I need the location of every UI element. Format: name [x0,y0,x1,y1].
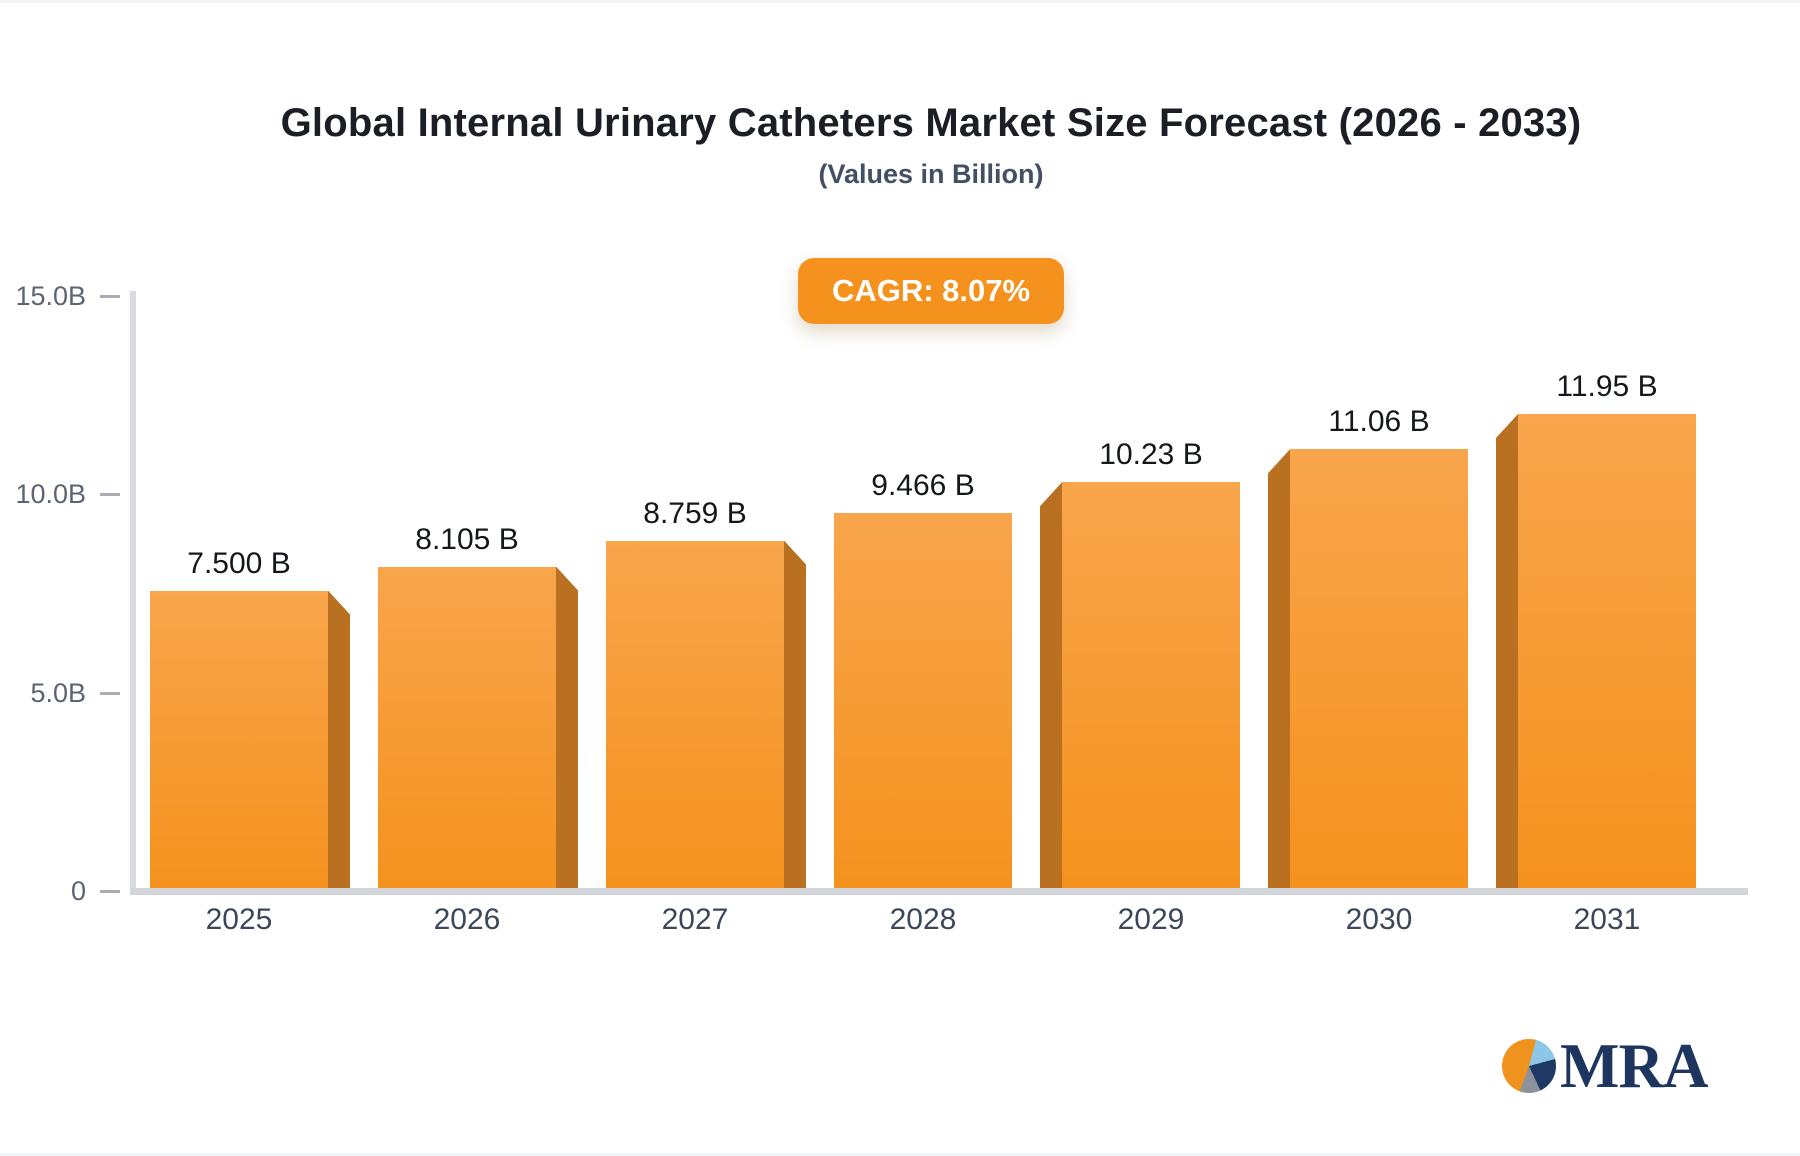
chart-subtitle: (Values in Billion) [818,159,1044,189]
x-axis-label-2026: 2026 [433,903,501,936]
bar-side-face [1268,449,1290,888]
bar-value-label: 10.23 B [1099,438,1203,472]
bar-front-face [606,540,784,888]
bar-2027: 8.759 B [606,497,806,888]
bar-2029: 10.23 B [1040,438,1240,888]
bar-2031: 11.95 B [1496,370,1696,888]
x-axis-label-2025: 2025 [205,903,273,936]
bar-value-label: 11.06 B [1328,405,1430,439]
x-axis-baseline [130,888,1748,895]
x-axis-label-2027: 2027 [661,903,729,936]
bar-chart: 15.0B 10.0B 5.0B 0 7.500 B 2025 8.105 B 2026 8.7… [0,3,1800,1153]
bar-side-face [784,540,806,888]
brand-logo: MRA [1502,1031,1708,1101]
y-axis-tick-label: 0 [70,876,86,906]
bar-front-face [1518,413,1696,888]
bar-value-label: 11.95 B [1556,369,1658,403]
bar-side-face [1040,482,1062,888]
y-axis-line [130,291,136,891]
bar-2028: 9.466 B [834,469,1012,888]
chart-title: Global Internal Urinary Catheters Market… [280,101,1582,145]
logo-text: MRA [1560,1031,1708,1101]
x-axis-label-2030: 2030 [1345,903,1413,936]
bar-2030: 11.06 B [1268,405,1468,888]
bar-front-face [150,590,328,888]
bar-2026: 8.105 B [378,523,578,888]
bar-value-label: 8.105 B [415,522,519,556]
y-axis-tick-mark [100,295,120,298]
bar-value-label: 7.500 B [187,546,291,580]
x-axis-label-2028: 2028 [889,903,957,936]
cagr-badge: CAGR: 8.07% [797,258,1065,324]
x-axis-label-2029: 2029 [1117,903,1185,936]
bar-side-face [1496,413,1518,888]
bar-front-face [834,512,1012,888]
pie-chart-icon [1502,1039,1556,1093]
y-axis-tick-mark [100,890,120,893]
bar-value-label: 8.759 B [643,496,747,530]
bar-front-face [378,566,556,888]
y-axis-tick-label: 5.0B [30,677,86,708]
y-axis-tick-label: 10.0B [15,479,86,510]
bar-2025: 7.500 B [150,547,350,888]
chart-header: Global Internal Urinary Catheters Market… [62,99,1800,190]
bar-front-face [1062,482,1240,888]
bar-side-face [328,590,350,888]
x-axis-label-2031: 2031 [1573,903,1641,936]
bar-front-face [1290,449,1468,888]
y-axis-tick-mark [100,493,120,497]
bar-value-label: 9.466 B [871,468,975,502]
bar-side-face [556,566,578,888]
y-axis-tick-label: 15.0B [15,281,86,311]
badge-row: CAGR: 8.07% [62,258,1800,324]
y-axis-tick-mark [100,691,120,695]
